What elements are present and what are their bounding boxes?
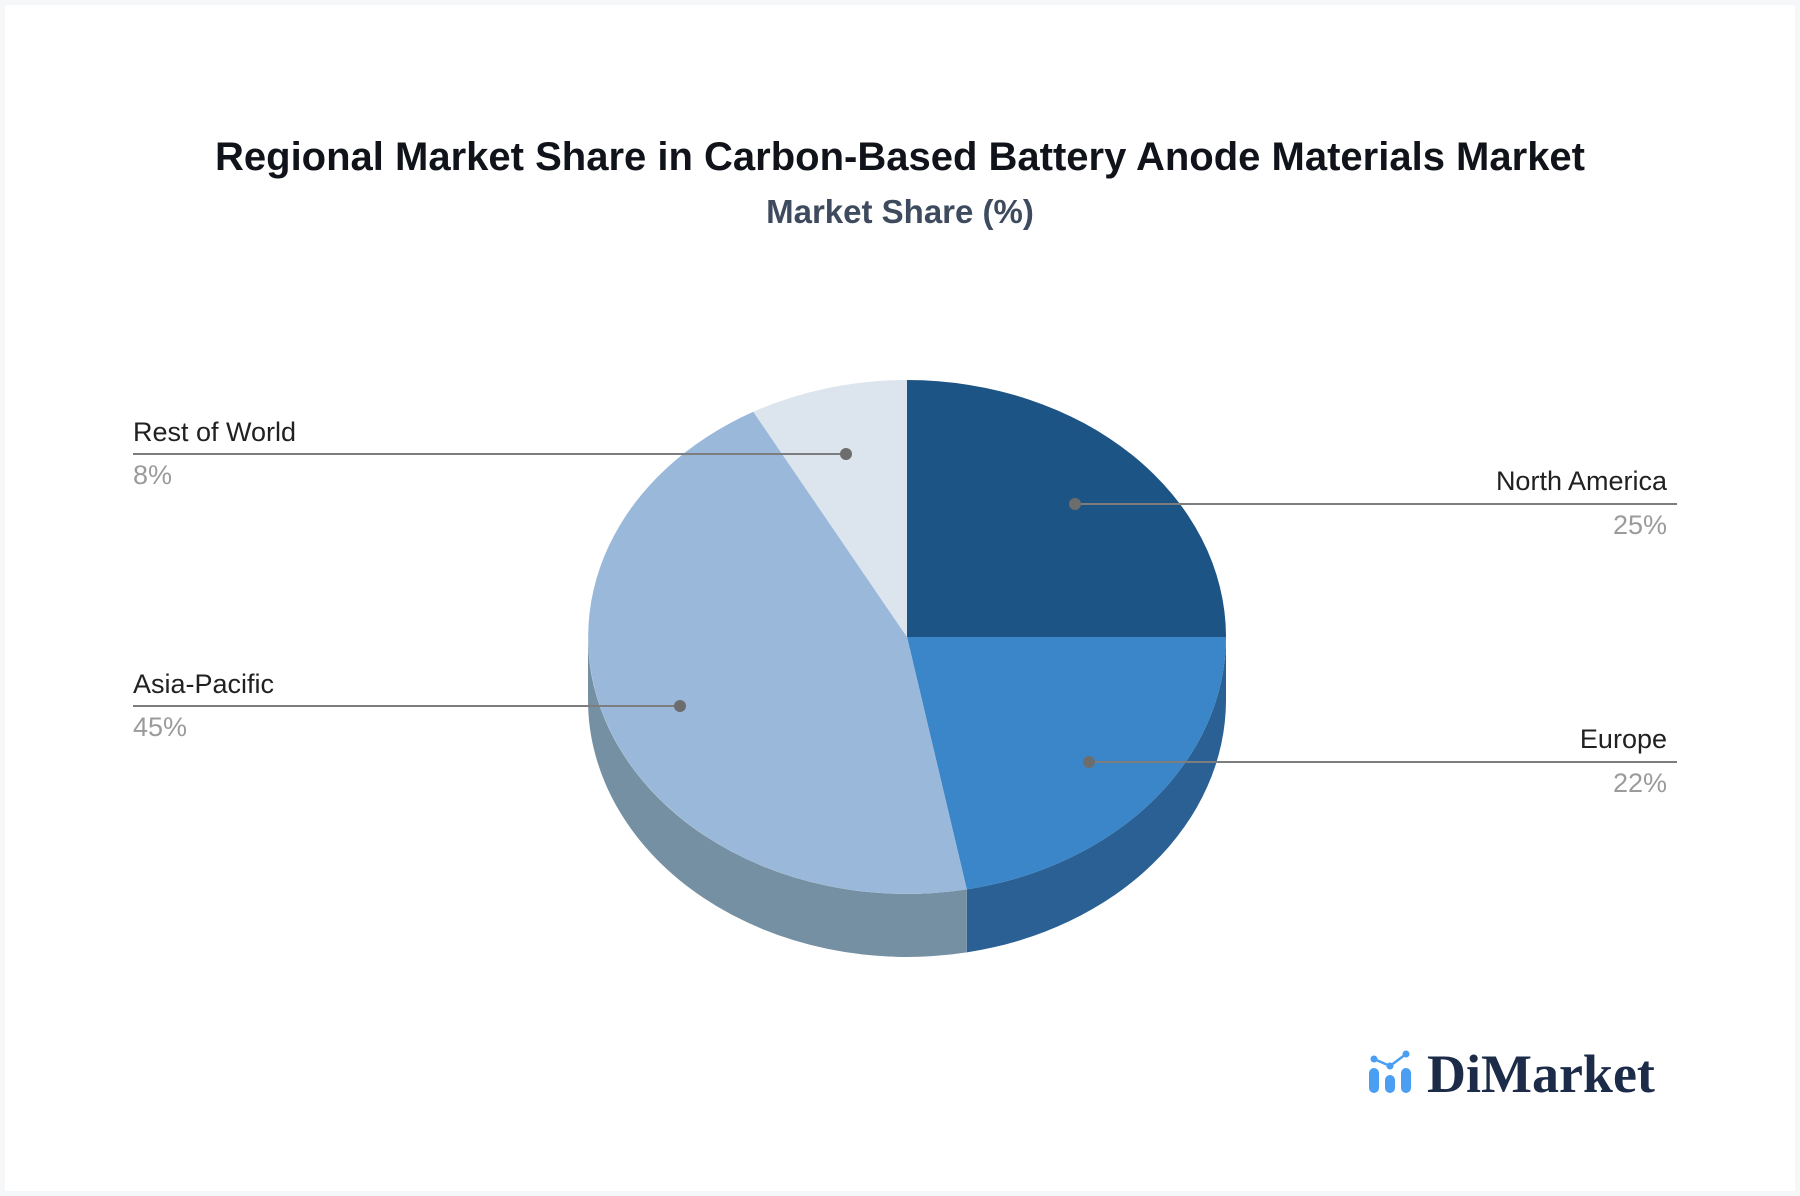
slice-label-asia-pacific: Asia-Pacific — [133, 669, 274, 700]
logo-bar — [1385, 1075, 1395, 1093]
slice-label-name: North America — [1495, 466, 1667, 496]
leader-dot-asia-pacific — [674, 700, 686, 712]
pie-slice-europe[interactable] — [907, 637, 1226, 890]
slice-value-europe: 22% — [1613, 768, 1667, 799]
logo-trend-dot — [1402, 1050, 1410, 1058]
pie-slice-north-america[interactable] — [907, 380, 1226, 637]
logo-bar — [1401, 1068, 1411, 1093]
slice-label-name: Europe — [1579, 724, 1667, 754]
slice-label-percent: 8% — [133, 460, 173, 490]
slice-label-name: Asia-Pacific — [133, 669, 275, 699]
logo-trend-dot — [1386, 1062, 1394, 1070]
pie-slice-depth-asia-pacific — [588, 637, 967, 957]
slice-label-percent: 22% — [1612, 768, 1667, 798]
bar-chart-trend-icon — [1369, 1050, 1411, 1093]
chart-title: Regional Market Share in Carbon-Based Ba… — [215, 135, 1585, 179]
callout-north-america — [1069, 498, 1677, 510]
slice-label-rest-of-world: Rest of World — [133, 417, 296, 448]
pie-slices — [588, 380, 1226, 957]
callout-europe — [1083, 756, 1677, 768]
leader-dot-europe — [1083, 756, 1095, 768]
slice-label-north-america: North America — [1496, 466, 1667, 497]
slice-label-percent: 45% — [133, 712, 188, 742]
logo-trend-dot — [1370, 1055, 1378, 1063]
callout-asia-pacific — [133, 700, 686, 712]
leader-dot-north-america — [1069, 498, 1081, 510]
pie-slice-asia-pacific[interactable] — [588, 411, 967, 894]
slice-value-rest-of-world: 8% — [133, 460, 172, 491]
slice-label-europe: Europe — [1580, 724, 1667, 755]
pie-chart — [133, 380, 1677, 957]
pie-slice-rest-of-world[interactable] — [753, 380, 907, 637]
dimarket-logo: DiMarket — [1369, 1045, 1655, 1101]
logo-bar — [1369, 1068, 1379, 1093]
chart-subtitle: Market Share (%) — [766, 193, 1034, 230]
slice-label-name: Rest of World — [133, 417, 297, 447]
slice-label-percent: 25% — [1612, 510, 1667, 540]
dimarket-logo-text: DiMarket — [1427, 1044, 1655, 1104]
pie-slice-depth-europe — [966, 637, 1226, 953]
callout-rest-of-world — [133, 448, 852, 460]
leader-dot-rest-of-world — [840, 448, 852, 460]
slice-value-north-america: 25% — [1613, 510, 1667, 541]
slice-value-asia-pacific: 45% — [133, 712, 187, 743]
